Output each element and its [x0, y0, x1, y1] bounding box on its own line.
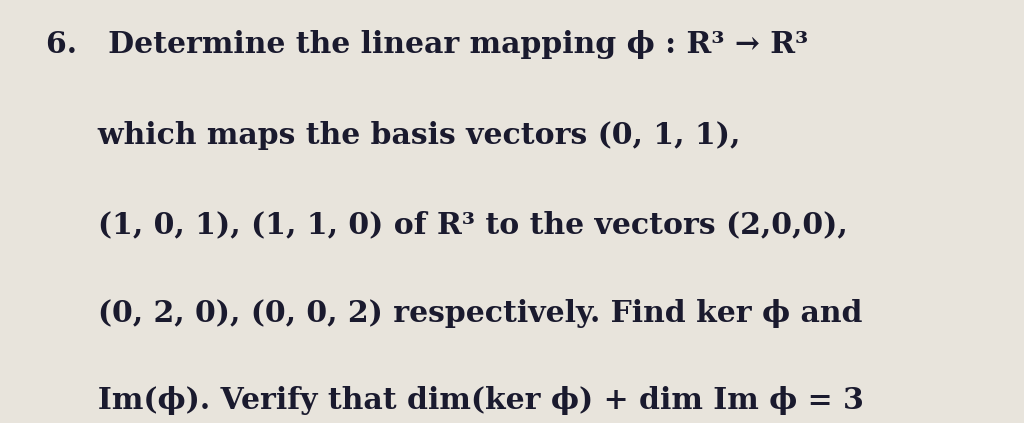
- Text: Im(ϕ). Verify that dim(ker ϕ) + dim Im ϕ = 3: Im(ϕ). Verify that dim(ker ϕ) + dim Im ϕ…: [46, 385, 864, 415]
- Text: which maps the basis vectors (0, 1, 1),: which maps the basis vectors (0, 1, 1),: [46, 121, 740, 150]
- Text: (0, 2, 0), (0, 0, 2) respectively. Find ker ϕ and: (0, 2, 0), (0, 0, 2) respectively. Find …: [46, 299, 862, 328]
- Text: (1, 0, 1), (1, 1, 0) of R³ to the vectors (2,0,0),: (1, 0, 1), (1, 1, 0) of R³ to the vector…: [46, 210, 848, 239]
- Text: 6.   Determine the linear mapping ϕ : R³ → R³: 6. Determine the linear mapping ϕ : R³ →…: [46, 30, 808, 59]
